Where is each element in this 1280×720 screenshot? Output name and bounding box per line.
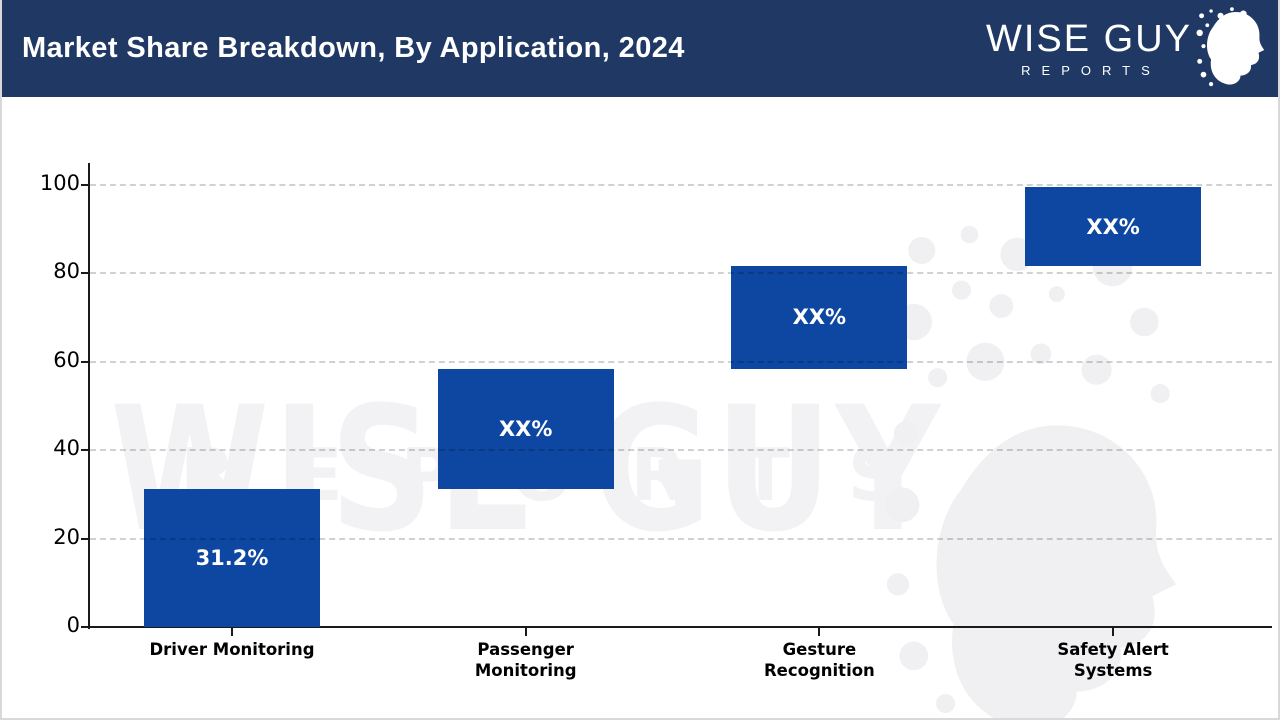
y-axis-tick (81, 537, 88, 540)
gridline (90, 272, 1272, 274)
chart-header: Market Share Breakdown, By Application, … (2, 0, 1278, 97)
y-axis-tick-label: 60 (53, 347, 80, 372)
bar-segment: XX% (437, 369, 614, 489)
brand-head-icon (1196, 6, 1265, 86)
y-axis-tick (81, 449, 88, 451)
bar-segment: XX% (731, 265, 908, 369)
x-axis-tick (231, 628, 233, 636)
x-axis-category-label: Gesture Recognition (763, 640, 875, 680)
brand-name-reports: REPORTS (1021, 63, 1161, 78)
y-axis-tick (81, 626, 88, 628)
y-axis-tick-label: 80 (53, 259, 80, 283)
brand-logo: WISE GUY REPORTS (986, 6, 1268, 92)
x-axis-category-label: Passenger Monitoring (474, 640, 577, 680)
gridline (90, 360, 1272, 363)
x-axis-tick (1112, 628, 1115, 636)
bar-value-label: XX% (792, 305, 847, 330)
gridline (90, 537, 1272, 540)
brand-logo-text: WISE GUY REPORTS (986, 20, 1192, 77)
y-axis-tick-label: 20 (53, 524, 80, 549)
y-axis-tick-label: 40 (53, 436, 80, 460)
y-axis-tick-label: 100 (39, 170, 80, 195)
x-axis-category-label: Safety Alert Systems (1057, 640, 1169, 680)
brand-name-wiseguy: WISE GUY (985, 18, 1192, 60)
y-axis-tick (81, 360, 88, 363)
gridline (90, 183, 1272, 186)
gridline (90, 449, 1272, 451)
x-axis-line (88, 626, 1272, 628)
bar-segment: 31.2% (144, 488, 320, 627)
y-axis-tick (81, 272, 88, 274)
bar-value-label: XX% (1086, 214, 1140, 239)
bar-value-label: XX% (498, 416, 553, 441)
y-axis-line (88, 163, 90, 629)
bar-value-label: 31.2% (195, 545, 269, 570)
y-axis-tick (81, 183, 88, 186)
bar-segment: XX% (1025, 187, 1202, 266)
x-axis-tick (524, 628, 527, 636)
chart-title: Market Share Breakdown, By Application, … (22, 32, 685, 64)
y-axis-tick-label: 0 (66, 613, 80, 637)
x-axis-tick (818, 628, 821, 636)
x-axis-category-label: Driver Monitoring (149, 640, 315, 659)
